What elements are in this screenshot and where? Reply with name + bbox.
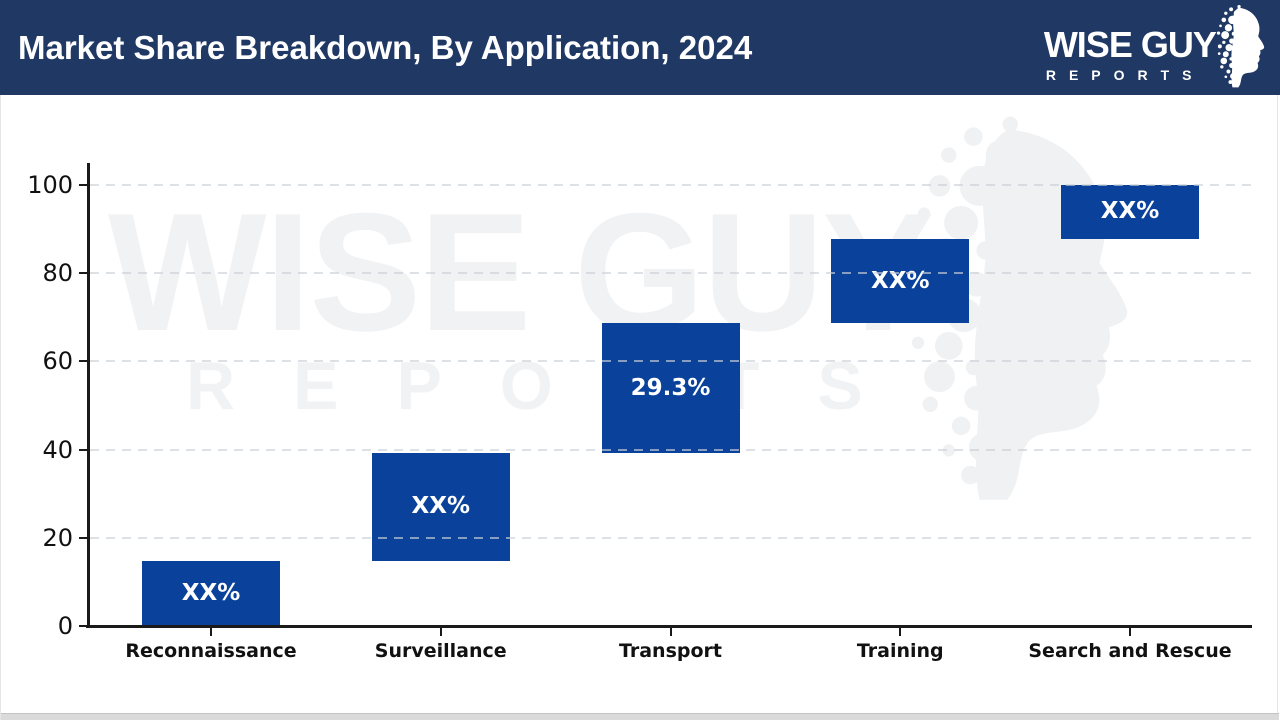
x-tick-4 bbox=[1129, 628, 1131, 636]
y-axis-line bbox=[87, 163, 90, 628]
logo-wordmark: WISE GUY REPORTS bbox=[1043, 23, 1217, 83]
bar-value-label: XX% bbox=[1100, 198, 1160, 225]
watermark-reports: REPORTS bbox=[186, 348, 921, 424]
bar-reconnaissance: XX% bbox=[142, 561, 280, 626]
y-tick-60 bbox=[79, 360, 87, 363]
y-tick-label-80: 80 bbox=[42, 259, 73, 288]
x-axis-line bbox=[86, 625, 1252, 628]
y-tick-80 bbox=[79, 272, 87, 275]
bar-value-label: XX% bbox=[411, 493, 470, 520]
y-tick-40 bbox=[79, 448, 87, 451]
y-tick-label-100: 100 bbox=[27, 171, 73, 199]
bar-training: XX% bbox=[831, 238, 970, 324]
y-tick-label-0: 0 bbox=[57, 612, 73, 640]
x-tick-0 bbox=[210, 628, 212, 636]
bar-value-label: XX% bbox=[870, 267, 930, 294]
y-tick-label-20: 20 bbox=[42, 523, 73, 552]
bottom-border-line bbox=[1, 713, 1279, 714]
y-tick-20 bbox=[79, 536, 87, 539]
x-tick-2 bbox=[669, 628, 672, 636]
y-tick-100 bbox=[79, 184, 87, 186]
x-tick-label-1: Surveillance bbox=[374, 640, 507, 662]
x-tick-1 bbox=[439, 628, 442, 636]
x-tick-label-3: Training bbox=[856, 640, 944, 662]
gridline-80 bbox=[90, 272, 1252, 275]
gridline-20 bbox=[90, 536, 1252, 539]
x-tick-label-2: Transport bbox=[618, 640, 722, 662]
wiseguy-face-icon bbox=[1216, 5, 1265, 88]
bar-value-label: XX% bbox=[181, 580, 241, 607]
bar-search-and-rescue: XX% bbox=[1061, 185, 1199, 239]
bar-transport: 29.3% bbox=[601, 323, 740, 453]
x-tick-3 bbox=[899, 628, 902, 636]
logo-brand-name: WISE GUY bbox=[1043, 23, 1217, 65]
logo-brand-sub: REPORTS bbox=[1045, 66, 1205, 83]
x-tick-label-4: Search and Rescue bbox=[1028, 640, 1232, 662]
y-tick-label-40: 40 bbox=[42, 435, 73, 464]
watermark-wordmark: WISE GUY bbox=[108, 178, 934, 366]
header: Market Share Breakdown, By Application, … bbox=[0, 0, 1280, 95]
y-tick-label-60: 60 bbox=[42, 347, 73, 376]
bottom-border-strip bbox=[1, 714, 1279, 720]
wiseguy-logo: WISE GUY REPORTS bbox=[1044, 4, 1268, 90]
bar-surveillance: XX% bbox=[371, 452, 510, 562]
y-tick-0 bbox=[79, 625, 87, 627]
chart-title: Market Share Breakdown, By Application, … bbox=[18, 28, 753, 66]
x-tick-label-0: Reconnaissance bbox=[125, 640, 297, 662]
bar-value-label: 29.3% bbox=[630, 374, 711, 401]
